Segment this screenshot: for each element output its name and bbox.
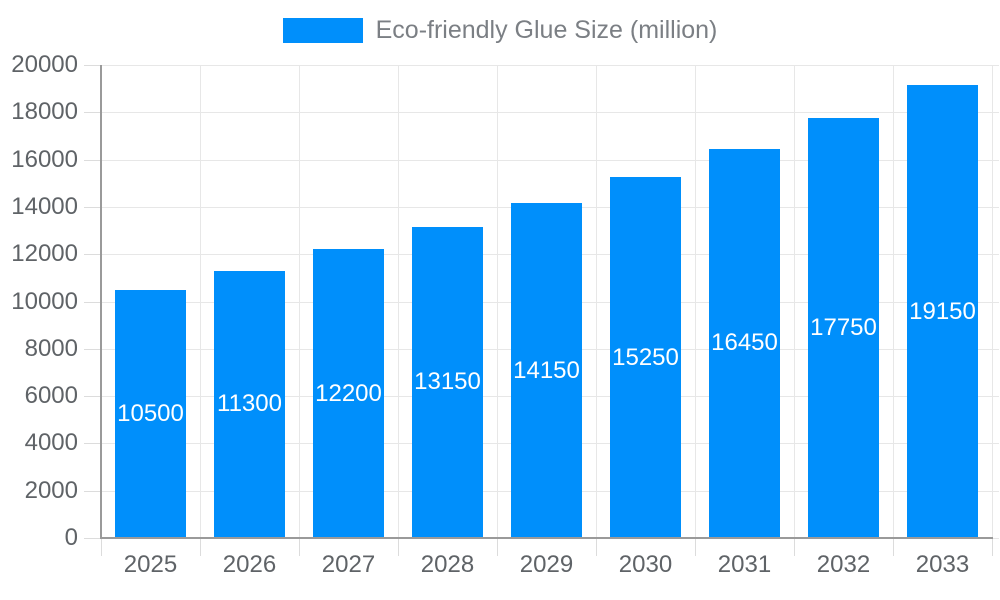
x-axis-tick bbox=[299, 538, 300, 556]
bar-value-label: 15250 bbox=[612, 343, 679, 371]
x-gridline bbox=[695, 65, 696, 538]
bar[interactable]: 15250 bbox=[610, 177, 681, 538]
y-axis-label: 2000 bbox=[24, 476, 78, 504]
bar[interactable]: 14150 bbox=[511, 203, 582, 538]
x-axis-tick bbox=[101, 538, 102, 556]
bar[interactable]: 10500 bbox=[115, 289, 186, 538]
x-gridline bbox=[992, 65, 993, 538]
x-axis-tick bbox=[893, 538, 894, 556]
x-axis-label: 2030 bbox=[618, 551, 673, 578]
x-axis-label: 2025 bbox=[123, 551, 178, 578]
bar-value-label: 12200 bbox=[315, 379, 382, 407]
bar-value-label: 19150 bbox=[909, 297, 976, 325]
y-axis-label: 6000 bbox=[24, 382, 78, 410]
x-axis-label: 2032 bbox=[816, 551, 871, 578]
y-axis-tick bbox=[84, 538, 101, 539]
y-axis-label: 8000 bbox=[24, 334, 78, 362]
x-gridline bbox=[398, 65, 399, 538]
y-axis-tick bbox=[84, 65, 101, 66]
y-axis-tick bbox=[84, 348, 101, 350]
bar[interactable]: 13150 bbox=[412, 227, 483, 538]
x-axis-label: 2027 bbox=[321, 551, 376, 578]
y-axis-label: 18000 bbox=[11, 98, 78, 126]
bar-value-label: 11300 bbox=[217, 390, 282, 418]
y-axis-label: 10000 bbox=[11, 287, 78, 315]
y-axis-label: 12000 bbox=[11, 240, 78, 268]
x-axis-label: 2031 bbox=[717, 551, 772, 578]
y-axis-tick bbox=[84, 301, 101, 303]
bar[interactable]: 17750 bbox=[808, 118, 879, 538]
legend-item[interactable]: Eco-friendly Glue Size (million) bbox=[282, 15, 718, 44]
x-axis-label: 2026 bbox=[222, 551, 277, 578]
y-axis-label: 20000 bbox=[11, 51, 78, 78]
x-gridline bbox=[299, 65, 300, 538]
y-axis-tick bbox=[84, 443, 101, 445]
x-axis-tick bbox=[992, 538, 993, 556]
y-axis-label: 4000 bbox=[24, 429, 78, 457]
bar-value-label: 17750 bbox=[810, 314, 877, 342]
y-axis-label: 0 bbox=[64, 524, 78, 551]
y-axis-tick bbox=[84, 490, 101, 492]
bar[interactable]: 19150 bbox=[907, 85, 978, 538]
y-axis-line bbox=[100, 65, 102, 538]
x-axis-tick bbox=[695, 538, 696, 556]
x-axis-tick bbox=[794, 538, 795, 556]
x-axis-label: 2033 bbox=[915, 551, 970, 578]
legend-swatch bbox=[282, 17, 363, 43]
x-gridline bbox=[893, 65, 894, 538]
legend-label: Eco-friendly Glue Size (million) bbox=[375, 15, 718, 44]
bar-value-label: 14150 bbox=[513, 356, 580, 384]
bar[interactable]: 16450 bbox=[709, 148, 780, 538]
x-axis-tick bbox=[596, 538, 597, 556]
legend: Eco-friendly Glue Size (million) bbox=[0, 8, 1000, 52]
y-axis-tick bbox=[84, 396, 101, 398]
bar-value-label: 16450 bbox=[711, 329, 778, 357]
y-axis-label: 16000 bbox=[11, 145, 78, 173]
y-gridline bbox=[101, 112, 999, 114]
x-axis-label: 2029 bbox=[519, 551, 574, 578]
y-axis-tick bbox=[84, 112, 101, 114]
y-axis-tick bbox=[84, 206, 101, 208]
x-gridline bbox=[794, 65, 795, 538]
x-axis-label: 2028 bbox=[420, 551, 475, 578]
bar-value-label: 13150 bbox=[414, 368, 481, 396]
bar[interactable]: 11300 bbox=[214, 270, 285, 538]
x-axis-line bbox=[100, 537, 993, 539]
y-axis-tick bbox=[84, 254, 101, 256]
x-axis-tick bbox=[497, 538, 498, 556]
x-axis-tick bbox=[200, 538, 201, 556]
bar-value-label: 10500 bbox=[117, 399, 184, 427]
x-gridline bbox=[497, 65, 498, 538]
x-gridline bbox=[596, 65, 597, 538]
y-axis-tick bbox=[84, 159, 101, 161]
y-axis-label: 14000 bbox=[11, 192, 78, 220]
y-gridline bbox=[101, 65, 999, 66]
y-gridline bbox=[101, 159, 999, 161]
x-gridline bbox=[200, 65, 201, 538]
bar[interactable]: 12200 bbox=[313, 249, 384, 538]
x-axis-tick bbox=[398, 538, 399, 556]
